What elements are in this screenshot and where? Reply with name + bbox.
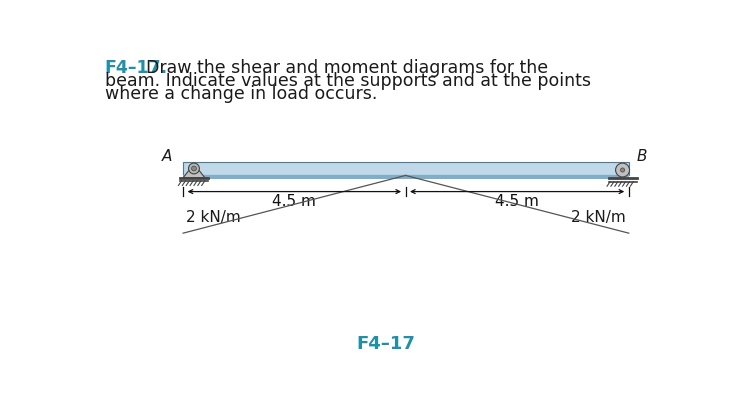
Text: B: B bbox=[636, 149, 647, 164]
Text: 4.5 m: 4.5 m bbox=[272, 194, 317, 209]
Polygon shape bbox=[183, 164, 205, 178]
Text: 2 kN/m: 2 kN/m bbox=[571, 210, 626, 225]
Text: A: A bbox=[162, 149, 172, 164]
Circle shape bbox=[189, 163, 199, 174]
Text: F4–17.: F4–17. bbox=[105, 59, 168, 77]
Circle shape bbox=[620, 168, 625, 172]
Text: F4–17: F4–17 bbox=[356, 334, 415, 353]
Text: Draw the shear and moment diagrams for the: Draw the shear and moment diagrams for t… bbox=[146, 59, 548, 77]
Text: beam. Indicate values at the supports and at the points: beam. Indicate values at the supports an… bbox=[105, 72, 591, 90]
Circle shape bbox=[192, 166, 196, 171]
Circle shape bbox=[616, 163, 629, 177]
Text: 4.5 m: 4.5 m bbox=[496, 194, 539, 209]
Text: 2 kN/m: 2 kN/m bbox=[186, 210, 241, 225]
Polygon shape bbox=[183, 162, 629, 175]
Polygon shape bbox=[183, 175, 629, 179]
Text: where a change in load occurs.: where a change in load occurs. bbox=[105, 85, 378, 103]
